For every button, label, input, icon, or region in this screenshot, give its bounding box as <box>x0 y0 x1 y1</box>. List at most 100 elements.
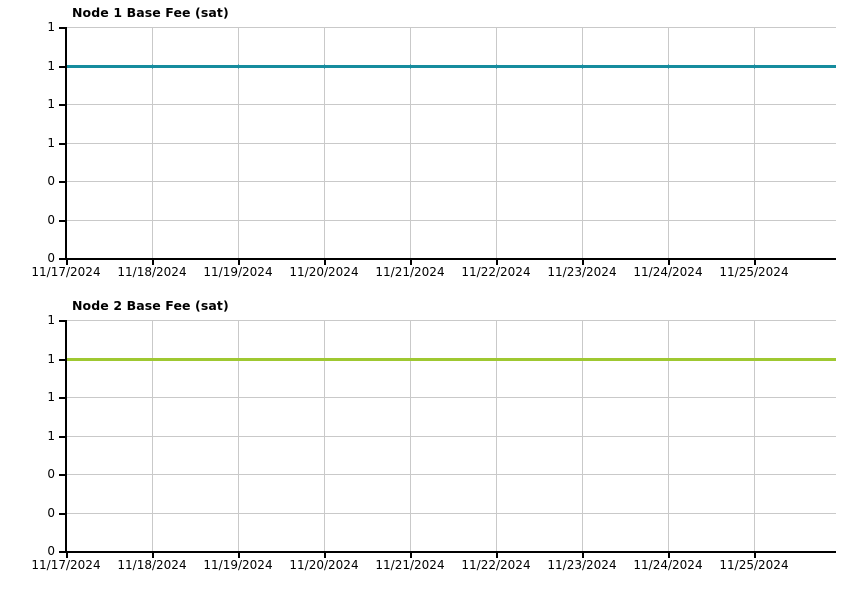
y-axis-tick-label: 1 <box>47 20 55 34</box>
y-axis-tick <box>59 320 66 322</box>
y-axis-tick-label: 1 <box>47 390 55 404</box>
x-axis-tick <box>754 258 756 265</box>
horizontal-gridline <box>66 436 836 437</box>
x-axis-tick <box>582 551 584 558</box>
y-axis-tick-label: 0 <box>47 467 55 481</box>
y-axis-tick-label: 0 <box>47 213 55 227</box>
series-data-point <box>754 64 755 69</box>
vertical-gridline <box>582 320 583 551</box>
vertical-gridline <box>754 27 755 258</box>
vertical-gridline <box>410 27 411 258</box>
horizontal-gridline <box>66 220 836 221</box>
y-axis-tick <box>59 181 66 183</box>
x-axis-tick-label: 11/18/2024 <box>117 265 187 279</box>
y-axis-tick-label: 1 <box>47 352 55 366</box>
vertical-gridline <box>668 27 669 258</box>
chart-panel-node-1: Node 1 Base Fee (sat) 1 1 1 1 0 0 0 11/17/2024… <box>0 0 860 290</box>
y-axis-tick <box>59 436 66 438</box>
x-axis-tick <box>238 551 240 558</box>
x-axis-tick <box>324 551 326 558</box>
x-axis-tick-label: 11/18/2024 <box>117 558 187 572</box>
y-axis-tick <box>59 66 66 68</box>
x-axis-tick <box>754 551 756 558</box>
y-axis-tick <box>59 104 66 106</box>
x-axis-line-node-1 <box>65 258 836 260</box>
series-data-point <box>496 64 497 69</box>
vertical-gridline <box>582 27 583 258</box>
x-axis-tick-label: 11/24/2024 <box>633 265 703 279</box>
x-axis-tick-label: 11/22/2024 <box>461 265 531 279</box>
y-axis-tick-label: 1 <box>47 136 55 150</box>
y-axis-tick-label: 0 <box>47 251 55 265</box>
horizontal-gridline <box>66 104 836 105</box>
x-axis-tick-label: 11/23/2024 <box>547 265 617 279</box>
vertical-gridline <box>668 320 669 551</box>
y-axis-tick <box>59 474 66 476</box>
vertical-gridline <box>238 320 239 551</box>
x-axis-tick-label: 11/19/2024 <box>203 558 273 572</box>
x-axis-tick <box>496 258 498 265</box>
series-line-node-1-base-fee <box>66 65 836 68</box>
x-axis-tick-label: 11/20/2024 <box>289 265 359 279</box>
y-axis-tick-label: 0 <box>47 174 55 188</box>
horizontal-gridline <box>66 513 836 514</box>
x-axis-tick-label: 11/23/2024 <box>547 558 617 572</box>
x-axis-tick <box>668 551 670 558</box>
x-axis-tick <box>66 551 68 558</box>
y-axis-tick-label: 1 <box>47 313 55 327</box>
x-axis-tick-label: 11/25/2024 <box>719 558 789 572</box>
chart-title-node-2: Node 2 Base Fee (sat) <box>72 298 229 313</box>
x-axis-tick-label: 11/22/2024 <box>461 558 531 572</box>
horizontal-gridline <box>66 143 836 144</box>
plot-area-node-2 <box>66 320 836 552</box>
x-axis-tick-label: 11/17/2024 <box>31 265 101 279</box>
y-axis-tick-label: 1 <box>47 429 55 443</box>
plot-area-node-1 <box>66 27 836 259</box>
vertical-gridline <box>496 320 497 551</box>
x-axis-tick-label: 11/19/2024 <box>203 265 273 279</box>
x-axis-tick-label: 11/24/2024 <box>633 558 703 572</box>
series-data-point <box>582 64 583 69</box>
y-axis-tick-label: 0 <box>47 544 55 558</box>
y-axis-tick <box>59 143 66 145</box>
y-axis-tick <box>59 258 66 260</box>
y-axis-tick <box>59 397 66 399</box>
vertical-gridline <box>152 320 153 551</box>
horizontal-gridline <box>66 474 836 475</box>
x-axis-line-node-2 <box>65 551 836 553</box>
y-axis-tick <box>59 359 66 361</box>
vertical-gridline <box>324 27 325 258</box>
x-axis-tick-label: 11/17/2024 <box>31 558 101 572</box>
y-axis-tick-label: 1 <box>47 97 55 111</box>
vertical-gridline <box>496 27 497 258</box>
series-data-point <box>324 64 325 69</box>
x-axis-tick <box>152 551 154 558</box>
horizontal-gridline <box>66 320 836 321</box>
vertical-gridline <box>238 27 239 258</box>
y-axis-tick <box>59 27 66 29</box>
x-axis-tick <box>582 258 584 265</box>
horizontal-gridline <box>66 27 836 28</box>
y-axis-tick <box>59 513 66 515</box>
x-axis-tick <box>66 258 68 265</box>
y-axis-tick-label: 1 <box>47 59 55 73</box>
x-axis-tick-label: 11/21/2024 <box>375 265 445 279</box>
x-axis-tick <box>324 258 326 265</box>
x-axis-tick <box>410 551 412 558</box>
x-axis-tick <box>668 258 670 265</box>
series-line-node-2-base-fee <box>66 358 836 361</box>
x-axis-tick <box>238 258 240 265</box>
x-axis-tick <box>410 258 412 265</box>
y-axis-tick <box>59 220 66 222</box>
x-axis-tick-label: 11/21/2024 <box>375 558 445 572</box>
series-data-point <box>152 64 153 69</box>
x-axis-tick-label: 11/25/2024 <box>719 265 789 279</box>
series-data-point <box>238 64 239 69</box>
vertical-gridline <box>152 27 153 258</box>
y-axis-tick-label: 0 <box>47 506 55 520</box>
horizontal-gridline <box>66 397 836 398</box>
x-axis-tick <box>152 258 154 265</box>
vertical-gridline <box>410 320 411 551</box>
horizontal-gridline <box>66 181 836 182</box>
